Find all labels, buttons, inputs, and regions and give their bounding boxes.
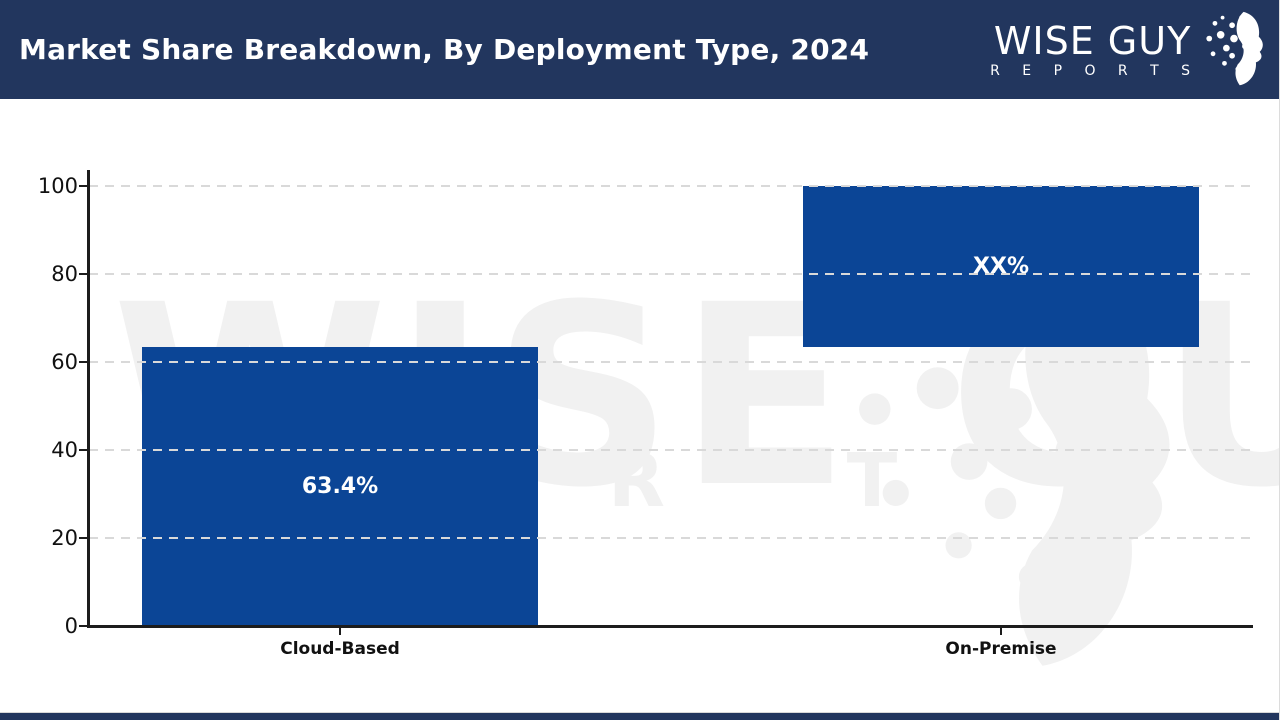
y-tick-mark xyxy=(79,537,87,539)
header: Market Share Breakdown, By Deployment Ty… xyxy=(0,0,1279,99)
page-title: Market Share Breakdown, By Deployment Ty… xyxy=(19,33,870,66)
y-axis-line xyxy=(87,170,90,628)
x-axis-line xyxy=(87,625,1253,628)
y-tick-label: 0 xyxy=(64,614,78,638)
x-tick-mark xyxy=(1000,628,1002,635)
gridline xyxy=(89,361,1253,363)
gridline xyxy=(89,273,1253,275)
footer-bar xyxy=(0,712,1279,720)
y-tick-label: 60 xyxy=(51,350,78,374)
bar-value-label: 63.4% xyxy=(301,474,379,499)
bar-value-label: XX% xyxy=(973,254,1029,280)
logo-text: WISE GUY R E P O R T S xyxy=(986,22,1199,78)
x-category-label: On-Premise xyxy=(945,639,1057,659)
y-tick-label: 40 xyxy=(51,438,78,462)
y-tick-label: 80 xyxy=(51,262,78,286)
y-tick-mark xyxy=(79,185,87,187)
bar-on-premise: XX% xyxy=(803,186,1199,348)
x-category-label: Cloud-Based xyxy=(280,639,400,659)
y-tick-mark xyxy=(79,625,87,627)
gridline xyxy=(89,449,1253,451)
y-tick-label: 100 xyxy=(37,174,78,198)
x-tick-mark xyxy=(339,628,341,635)
wiseguy-logo: WISE GUY R E P O R T S xyxy=(986,10,1263,90)
y-tick-mark xyxy=(79,361,87,363)
gridline xyxy=(89,185,1253,187)
logo-wordmark: WISE GUY xyxy=(993,18,1192,63)
y-tick-label: 20 xyxy=(51,526,78,550)
y-tick-mark xyxy=(79,273,87,275)
bar-cloud-based: 63.4% xyxy=(142,347,538,626)
logo-subtext: R E P O R T S xyxy=(990,62,1199,79)
gridline xyxy=(89,537,1253,539)
y-tick-mark xyxy=(79,449,87,451)
wiseguy-face-icon xyxy=(1206,11,1263,85)
